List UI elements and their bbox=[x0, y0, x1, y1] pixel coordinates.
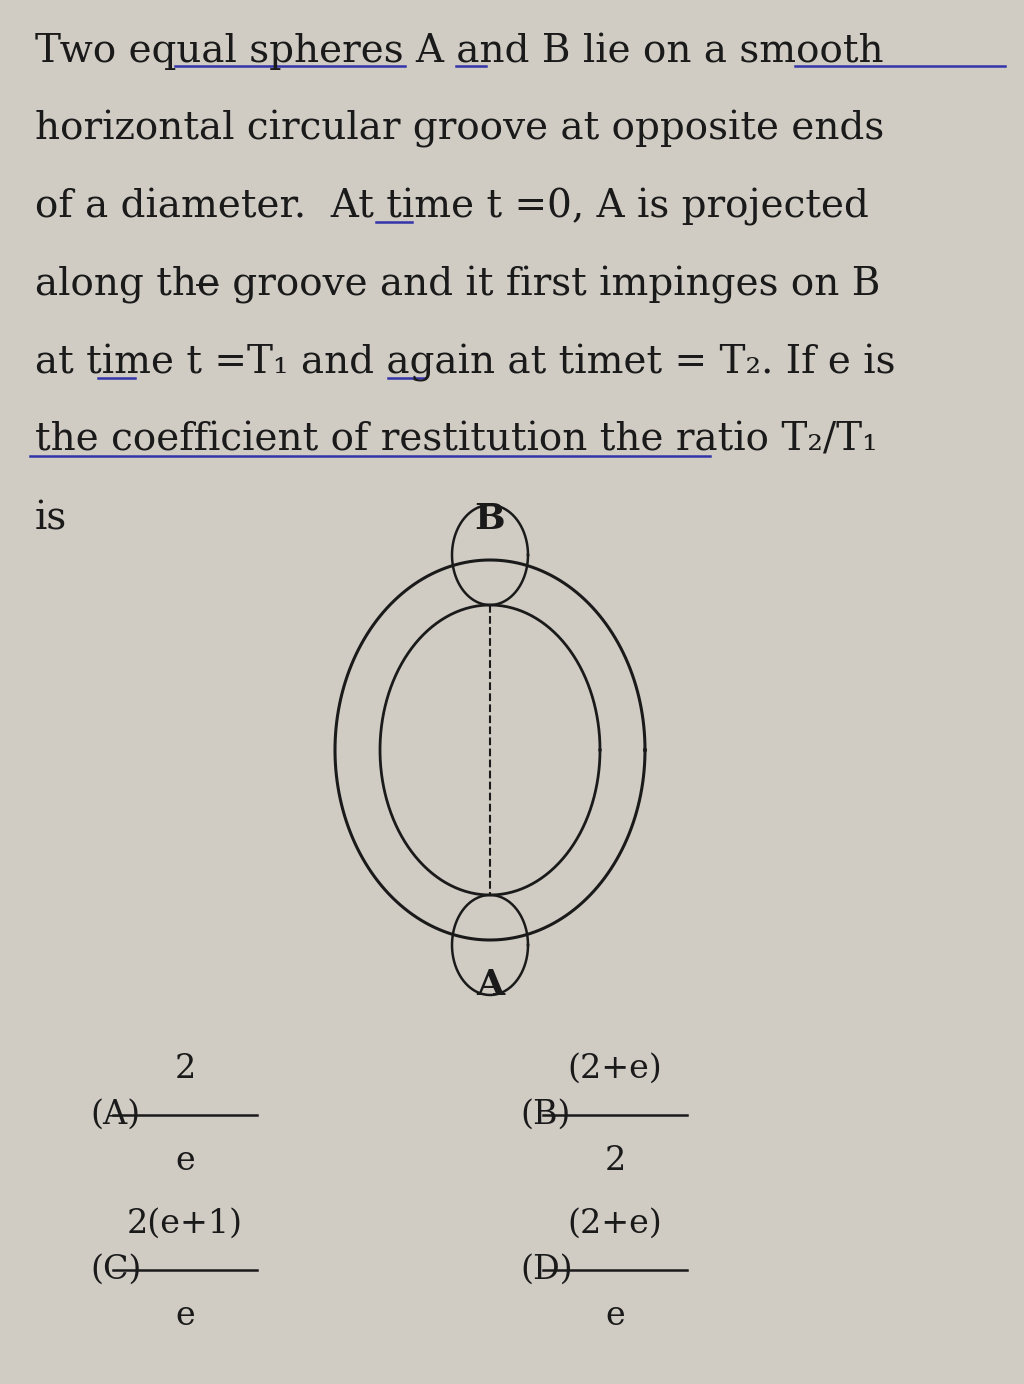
Text: e: e bbox=[175, 1145, 195, 1176]
Text: (D): (D) bbox=[520, 1254, 572, 1286]
Text: 2: 2 bbox=[604, 1145, 626, 1176]
Text: of a diameter.  At time t =0, A is projected: of a diameter. At time t =0, A is projec… bbox=[35, 188, 869, 226]
Text: (2+e): (2+e) bbox=[567, 1053, 663, 1085]
Text: is: is bbox=[35, 500, 68, 537]
Text: at time t =T₁ and again at timet = T₂. If e is: at time t =T₁ and again at timet = T₂. I… bbox=[35, 345, 896, 382]
Text: e: e bbox=[175, 1300, 195, 1331]
Text: (B): (B) bbox=[520, 1099, 570, 1131]
Text: (2+e): (2+e) bbox=[567, 1208, 663, 1240]
Text: (A): (A) bbox=[90, 1099, 140, 1131]
Text: Two equal spheres A and B lie on a smooth: Two equal spheres A and B lie on a smoot… bbox=[35, 32, 884, 69]
Text: B: B bbox=[475, 502, 505, 536]
Text: A: A bbox=[476, 967, 504, 1002]
Text: along the̶ groove and it first impinges on B: along the̶ groove and it first impinges … bbox=[35, 266, 881, 304]
Text: horizontal circular groove at opposite ends: horizontal circular groove at opposite e… bbox=[35, 109, 885, 148]
Text: 2(e+1): 2(e+1) bbox=[127, 1208, 243, 1240]
Text: 2: 2 bbox=[174, 1053, 196, 1085]
Text: (C): (C) bbox=[90, 1254, 141, 1286]
Text: the coefficient of restitution the ratio T₂/T₁: the coefficient of restitution the ratio… bbox=[35, 422, 878, 459]
Text: e: e bbox=[605, 1300, 625, 1331]
